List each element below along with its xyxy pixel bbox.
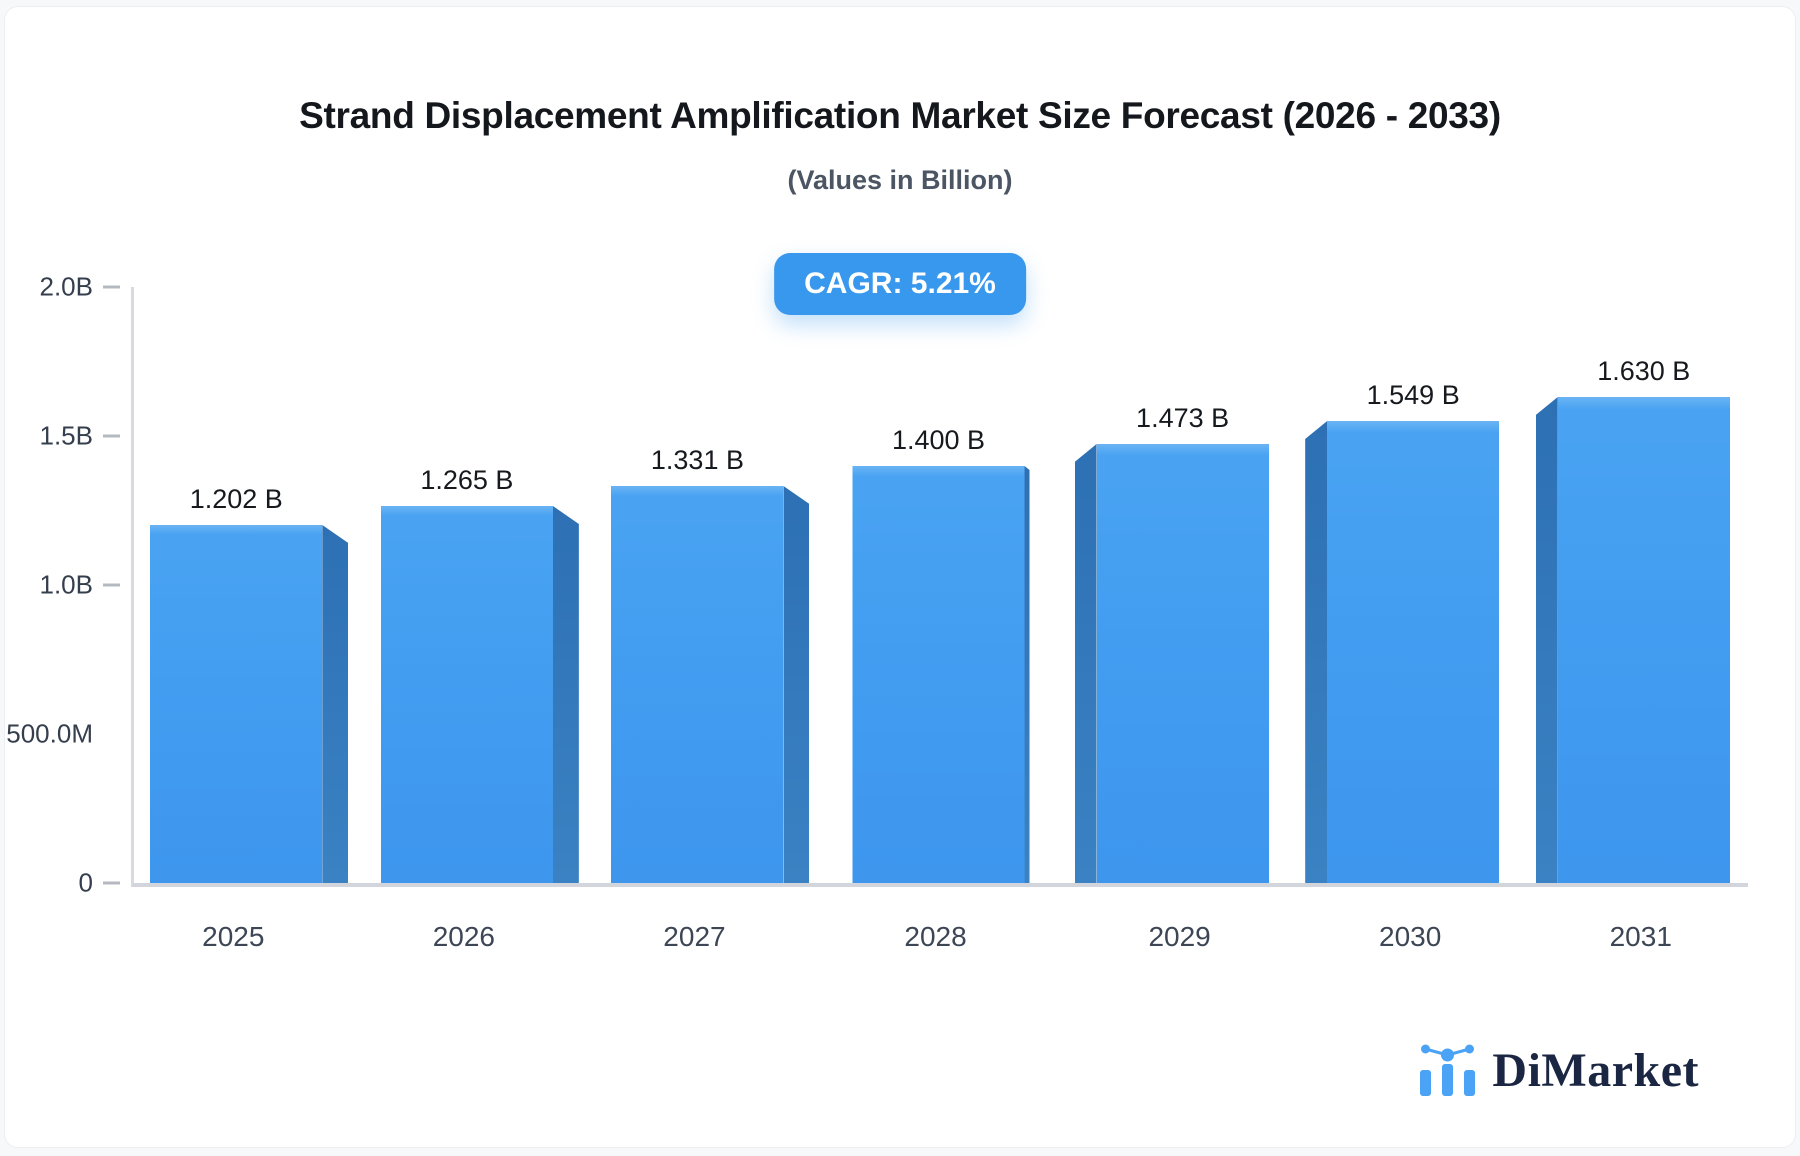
- x-axis-label: 2029: [1148, 921, 1211, 952]
- bar-front-face: [1327, 421, 1500, 883]
- bar-chart-logo-icon: [1416, 1039, 1480, 1102]
- x-axis-slot: 2029: [1053, 915, 1284, 959]
- chart-subtitle: (Values in Billion): [787, 165, 1013, 195]
- x-axis-slot: 2026: [362, 915, 593, 959]
- x-axis-slot: 2025: [131, 915, 362, 959]
- bar-column: 1.331 B: [595, 287, 826, 883]
- bar-side-face: [1074, 444, 1097, 883]
- bar: [1535, 397, 1730, 883]
- x-axis-slot: 2027: [592, 915, 823, 959]
- x-axis-labels: 2025 2026 2027 2028 2029 2030 2031: [131, 915, 1745, 959]
- bar-front-face: [611, 486, 784, 883]
- bar-value-label: 1.549 B: [1366, 380, 1460, 410]
- x-axis-label: 2031: [1609, 921, 1672, 952]
- bar-column: 1.265 B: [365, 287, 596, 883]
- bar-column: 1.202 B: [134, 287, 365, 883]
- x-axis-slot: 2031: [1514, 915, 1745, 959]
- x-axis-label: 2027: [663, 921, 726, 952]
- bar: [852, 466, 1030, 883]
- bar-front-face: [150, 525, 323, 883]
- bar: [611, 486, 810, 883]
- bar-column: 1.549 B: [1287, 287, 1518, 883]
- bar: [150, 525, 349, 883]
- bar: [380, 506, 579, 883]
- bar-value-label: 1.265 B: [420, 465, 514, 495]
- x-axis-label: 2025: [202, 921, 265, 952]
- brand-logo-text: DiMarket: [1492, 1044, 1699, 1097]
- bar-side-face: [322, 525, 349, 883]
- x-axis-label: 2030: [1379, 921, 1442, 952]
- chart-title: Strand Displacement Amplification Market…: [299, 95, 1501, 136]
- bar-front-face: [1096, 444, 1269, 883]
- bar-side-face: [1024, 466, 1030, 883]
- bar-value-label: 1.473 B: [1136, 403, 1230, 433]
- y-axis-tick: [103, 583, 120, 587]
- y-axis-label: 2.0B: [39, 271, 94, 302]
- bar-value-label: 1.400 B: [891, 425, 986, 455]
- bar-value-label: 1.630 B: [1597, 356, 1691, 386]
- bar-column: 1.630 B: [1517, 287, 1748, 883]
- x-axis-label: 2028: [904, 921, 967, 952]
- y-axis-label: 0: [78, 867, 93, 898]
- bar-column: 1.473 B: [1056, 287, 1287, 883]
- y-axis: 2.0B 1.5B 1.0B 500.0M 0: [5, 272, 131, 898]
- x-axis-label: 2026: [432, 921, 496, 952]
- bar-front-face: [380, 506, 553, 883]
- bar-side-face: [783, 486, 810, 883]
- x-axis-slot: 2030: [1284, 915, 1515, 959]
- y-axis-label: 1.5B: [39, 420, 94, 451]
- y-axis-tick: [103, 285, 120, 289]
- y-axis-label: 500.0M: [6, 718, 93, 749]
- bar-value-label: 1.202 B: [189, 484, 283, 514]
- bar: [1305, 421, 1500, 883]
- y-axis-tick: [103, 434, 120, 438]
- bar-column: 1.400 B: [826, 287, 1057, 883]
- y-axis-tick: [103, 881, 120, 885]
- bar-front-face: [852, 466, 1025, 883]
- bar-front-face: [1557, 397, 1730, 883]
- chart-card: Strand Displacement Amplification Market…: [4, 6, 1796, 1148]
- brand-logo: DiMarket: [1416, 1039, 1699, 1102]
- x-axis-slot: 2028: [823, 915, 1054, 959]
- bar-side-face: [552, 506, 579, 883]
- cagr-badge: CAGR: 5.21%: [774, 253, 1026, 315]
- bar-side-face: [1305, 421, 1328, 883]
- plot-area: 1.202 B 1.265 B 1.331 B 1.400 B 1.473 B 1.549…: [131, 287, 1748, 887]
- bar: [1074, 444, 1269, 883]
- bar-value-label: 1.331 B: [650, 445, 744, 475]
- y-axis-label: 1.0B: [39, 569, 94, 600]
- bar-side-face: [1535, 397, 1558, 883]
